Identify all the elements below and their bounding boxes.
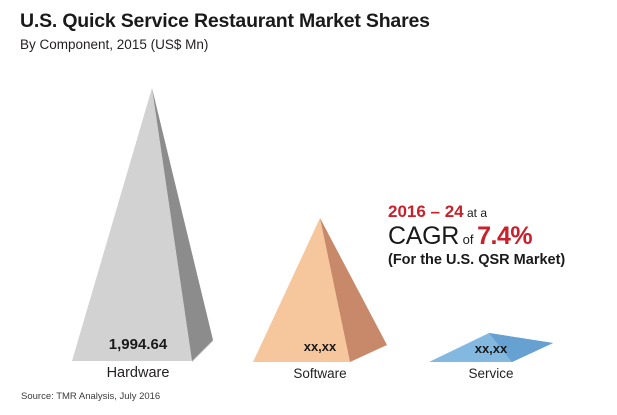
cagr-period-line: 2016 – 24 at a	[388, 203, 603, 221]
value-label-service: xx,xx	[474, 341, 508, 356]
pyramid-hardware-right-face	[152, 88, 213, 361]
cagr-word-label: CAGR	[388, 221, 460, 250]
pyramid-service-top-face	[489, 333, 553, 362]
cagr-at-a-text: at a	[463, 206, 487, 220]
pyramid-service-left-face	[429, 333, 512, 362]
cagr-period-value: 2016 – 24	[388, 202, 464, 221]
cagr-scope-text: (For the U.S. QSR Market)	[388, 252, 566, 269]
cagr-callout: 2016 – 24 at a CAGR of 7.4% (For the U.S…	[388, 203, 603, 269]
value-label-hardware: 1,994.64	[108, 336, 168, 353]
page-title: U.S. Quick Service Restaurant Market Sha…	[20, 10, 430, 32]
category-label-hardware: Hardware	[106, 365, 170, 381]
cagr-of-text: of	[459, 231, 478, 247]
category-label-service: Service	[468, 366, 514, 381]
page-subtitle: By Component, 2015 (US$ Mn)	[20, 37, 209, 53]
value-label-software: xx,xx	[303, 339, 337, 354]
cagr-value-line: CAGR of 7.4%	[388, 223, 603, 249]
cagr-percentage-value: 7.4%	[477, 221, 533, 250]
title-block: U.S. Quick Service Restaurant Market Sha…	[20, 10, 580, 53]
category-label-software: Software	[293, 366, 347, 381]
pyramid-hardware	[72, 88, 213, 362]
pyramid-service	[429, 333, 553, 362]
source-note: Source: TMR Analysis, July 2016	[21, 391, 161, 402]
pyramid-software-right-face	[320, 218, 387, 362]
pyramid-software	[253, 218, 387, 362]
pyramid-software-left-face	[253, 218, 350, 362]
pyramid-hardware-base-shadow	[192, 340, 213, 362]
